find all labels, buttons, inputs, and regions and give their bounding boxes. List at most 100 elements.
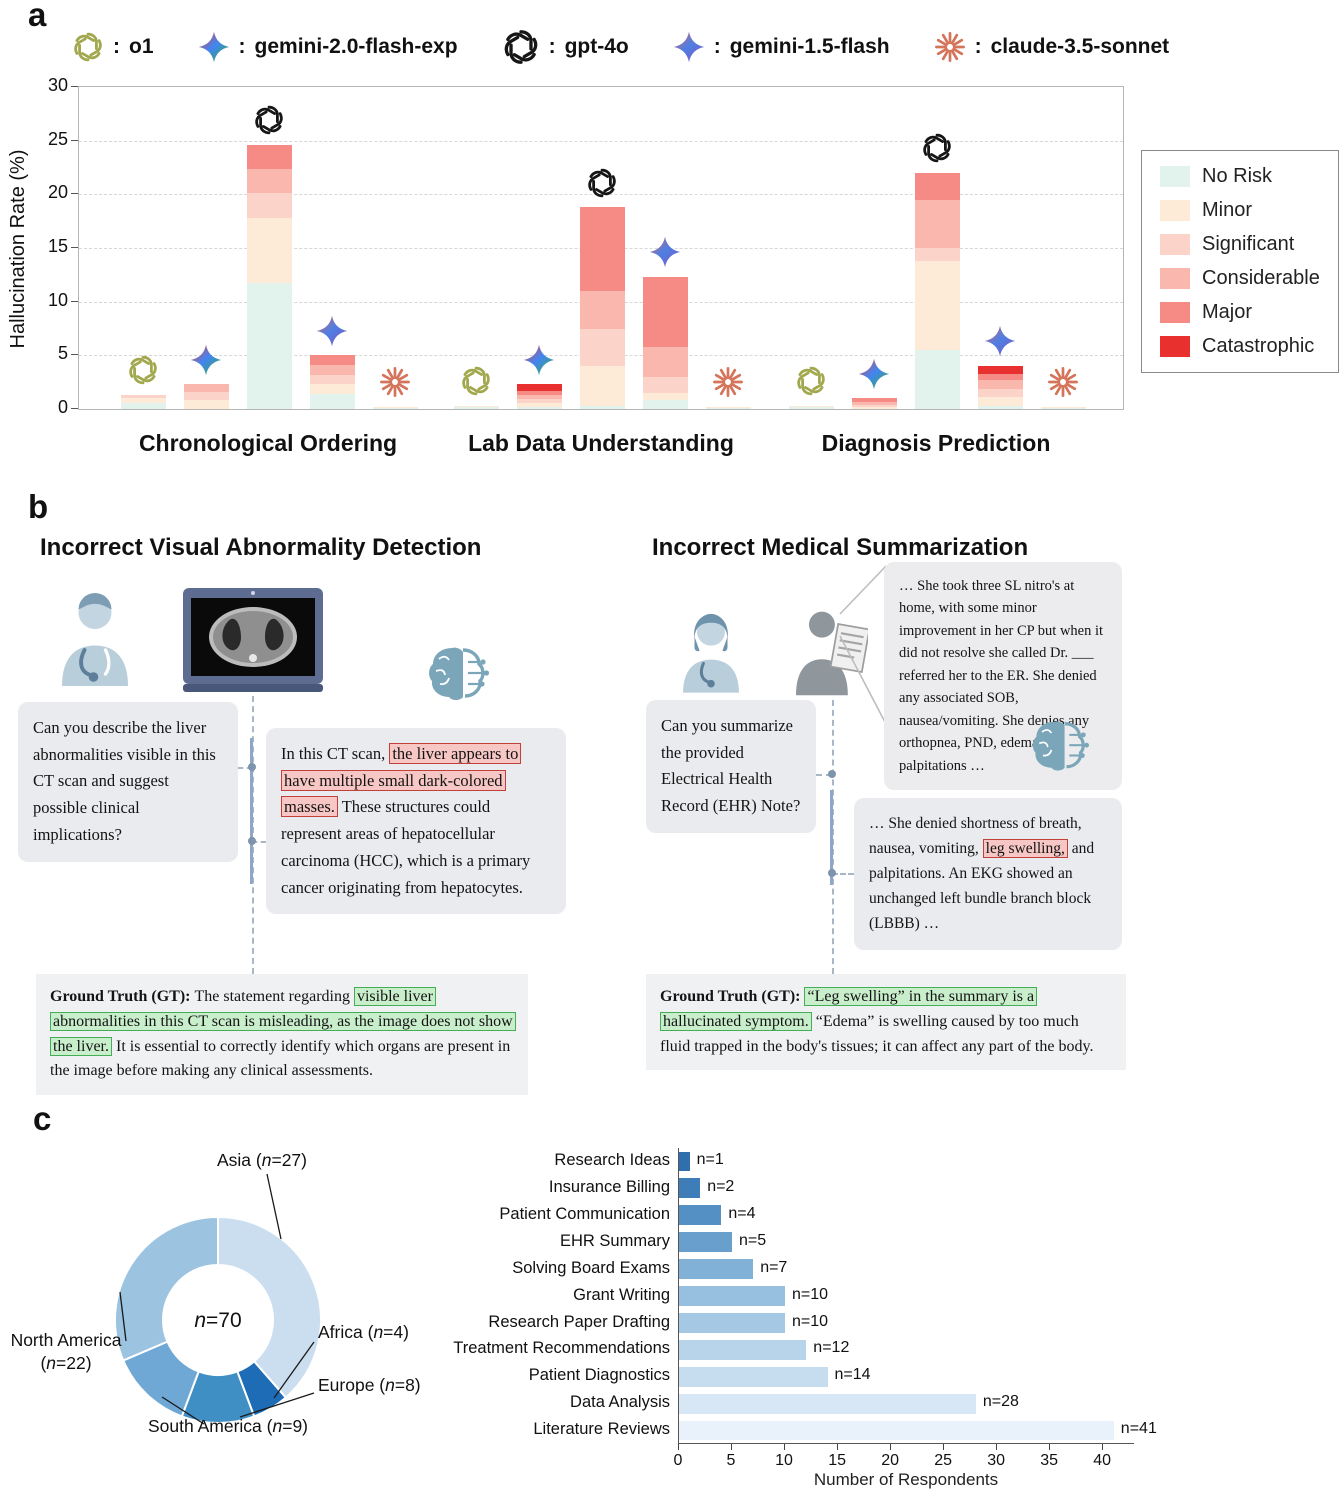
- bar-segment-no-risk: [453, 406, 499, 409]
- bar-segment-significant: [914, 248, 960, 261]
- claude-icon: [1047, 366, 1079, 398]
- donut-slice-label: Europe (n=8): [318, 1375, 421, 1395]
- bar-segment-minor: [788, 405, 834, 407]
- panel-b-label: b: [28, 488, 49, 525]
- y-tick-mark: [71, 354, 78, 356]
- x-tick-mark: [837, 1444, 839, 1450]
- risk-color-swatch: [1160, 166, 1190, 187]
- bar: [679, 1232, 732, 1253]
- ground-truth-box: Ground Truth (GT): “Leg swelling” in the…: [646, 974, 1126, 1071]
- y-tick-label: 0: [57, 397, 68, 417]
- risk-level-label: No Risk: [1202, 165, 1273, 187]
- label-leader-line: [161, 1396, 205, 1425]
- bar-segment-significant: [183, 391, 229, 401]
- bar-segment-minor: [579, 366, 625, 406]
- connector-dashed-line: [238, 767, 252, 769]
- bar-segment-no-risk: [705, 407, 751, 409]
- openai-icon: [253, 104, 285, 136]
- ehr-note-bubble: … She took three SL nitro's at home, wit…: [884, 562, 1122, 791]
- gemini-icon: [523, 344, 555, 376]
- x-tick-mark: [996, 1444, 998, 1450]
- bar-segment-no-risk: [372, 407, 418, 409]
- risk-level-label: Considerable: [1202, 267, 1320, 289]
- y-tick-mark: [71, 139, 78, 141]
- x-tick-label: 10: [775, 1452, 793, 1469]
- x-tick-mark: [731, 1444, 732, 1450]
- bar-value-label: n=1: [696, 1151, 724, 1168]
- risk-legend-item: Major: [1160, 301, 1320, 324]
- bar-segment-major: [246, 145, 292, 169]
- x-tick-label: 0: [673, 1452, 683, 1469]
- x-axis-label: Number of Respondents: [813, 1470, 999, 1489]
- bar-segment-catastrophic: [977, 366, 1023, 374]
- ai-answer-bubble: In this CT scan, the liver appears to ha…: [266, 728, 566, 915]
- bar-segment-considerable: [579, 290, 625, 329]
- bar-segment-significant: [977, 388, 1023, 398]
- risk-legend-item: Significant: [1160, 233, 1320, 256]
- x-tick-mark: [1049, 1444, 1051, 1450]
- text-segment: It is essential to correctly identify wh…: [50, 1037, 511, 1080]
- bar-segment-major: [579, 207, 625, 291]
- x-tick-label: 15: [828, 1452, 846, 1469]
- bar: [679, 1205, 722, 1226]
- bar-segment-minor: [705, 406, 751, 408]
- text-segment: In this CT scan,: [281, 744, 390, 763]
- user-question-bubble: Can you describe the liver abnormalities…: [18, 702, 238, 862]
- bar-category-label: Research Ideas: [554, 1151, 670, 1169]
- respondents-donut-chart: Asia (n=27) Africa (n=4) Europe (n=8) South…: [11, 1150, 421, 1436]
- ground-truth-label: Ground Truth (GT):: [660, 988, 805, 1005]
- ground-truth-box: Ground Truth (GT): The statement regardi…: [36, 974, 528, 1096]
- x-tick-mark: [943, 1444, 945, 1450]
- label-leader-line: [119, 1291, 127, 1342]
- text-segment: The statement regarding: [194, 988, 354, 1005]
- left-example-title: Incorrect Visual Abnormality Detection: [40, 534, 482, 561]
- stacked-bar-plot: [78, 86, 1124, 410]
- ct-scan-monitor: [183, 588, 323, 697]
- label-leader-line: [273, 1341, 315, 1399]
- bar: [679, 1313, 785, 1333]
- risk-legend: No Risk Minor Significant Considerable Major…: [1141, 150, 1339, 373]
- bar-segment-major: [977, 373, 1023, 380]
- bar-segment-minor: [1040, 406, 1086, 408]
- bar-segment-significant: [851, 404, 897, 407]
- y-tick-label: 15: [47, 236, 68, 256]
- text-segment: … She denied shortness of breath, nausea…: [869, 815, 1082, 858]
- bar-segment-major: [516, 390, 562, 395]
- bar-segment-major: [914, 172, 960, 200]
- model-legend-item: : gpt-4o: [502, 28, 629, 66]
- bar-segment-considerable: [851, 401, 897, 405]
- donut-center-label: n=70: [194, 1309, 241, 1332]
- bar-value-label: n=5: [739, 1231, 767, 1249]
- risk-level-label: Major: [1202, 301, 1253, 323]
- bar-segment-considerable: [516, 395, 562, 400]
- connector-dashed-line: [832, 700, 834, 974]
- bar: [679, 1259, 754, 1279]
- gemini-icon: [673, 31, 705, 63]
- bar-segment-minor: [372, 406, 418, 408]
- x-tick-label: 35: [1040, 1452, 1059, 1469]
- risk-legend-item: Catastrophic: [1160, 335, 1320, 358]
- x-group-label: Lab Data Understanding: [468, 430, 734, 456]
- ground-truth-label: Ground Truth (GT):: [50, 988, 195, 1005]
- bar-segment-minor: [453, 405, 499, 407]
- bar-segment-significant: [642, 376, 688, 393]
- bar-category-label: Patient Communication: [499, 1204, 670, 1223]
- patient-document-icon: [796, 608, 871, 701]
- bar-segment-minor: [914, 260, 960, 350]
- bar-category-label: Data Analysis: [570, 1393, 670, 1412]
- bar-value-label: n=41: [1120, 1420, 1157, 1438]
- bar-segment-major: [642, 276, 688, 347]
- connector-node: [248, 837, 256, 845]
- bar-segment-considerable: [914, 199, 960, 248]
- risk-level-label: Significant: [1202, 233, 1295, 255]
- bar-segment-minor: [120, 398, 166, 403]
- text-segment: and palpitations. An EKG showed an uncha…: [869, 840, 1095, 933]
- bar-value-label: n=12: [813, 1339, 850, 1357]
- right-example-title: Incorrect Medical Summarization: [652, 534, 1029, 561]
- label-leader-line: [239, 1392, 315, 1418]
- bar-value-label: n=10: [792, 1285, 829, 1303]
- bar-category-label: Treatment Recommendations: [453, 1339, 670, 1358]
- x-tick-mark: [784, 1444, 785, 1450]
- donut-slice-label: Africa (n=4): [318, 1322, 409, 1342]
